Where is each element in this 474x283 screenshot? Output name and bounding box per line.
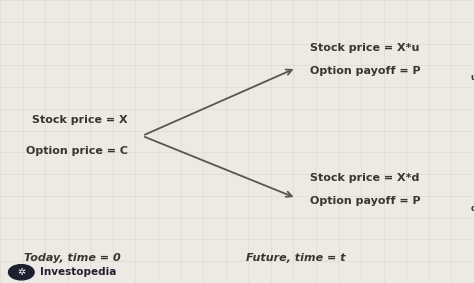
Circle shape bbox=[9, 265, 34, 280]
Text: Future, time = t: Future, time = t bbox=[246, 252, 346, 263]
Text: Stock price = X*d: Stock price = X*d bbox=[310, 173, 420, 183]
Text: Option payoff = P: Option payoff = P bbox=[310, 66, 421, 76]
Text: up: up bbox=[470, 73, 474, 82]
Text: Investopedia: Investopedia bbox=[40, 267, 117, 277]
Text: ✲: ✲ bbox=[17, 267, 26, 277]
Text: Stock price = X*u: Stock price = X*u bbox=[310, 43, 420, 53]
Text: Today, time = 0: Today, time = 0 bbox=[24, 252, 120, 263]
Text: Stock price = X: Stock price = X bbox=[32, 115, 128, 125]
Text: dn: dn bbox=[470, 203, 474, 213]
Text: Option price = C: Option price = C bbox=[26, 146, 128, 156]
Text: Option payoff = P: Option payoff = P bbox=[310, 196, 421, 206]
